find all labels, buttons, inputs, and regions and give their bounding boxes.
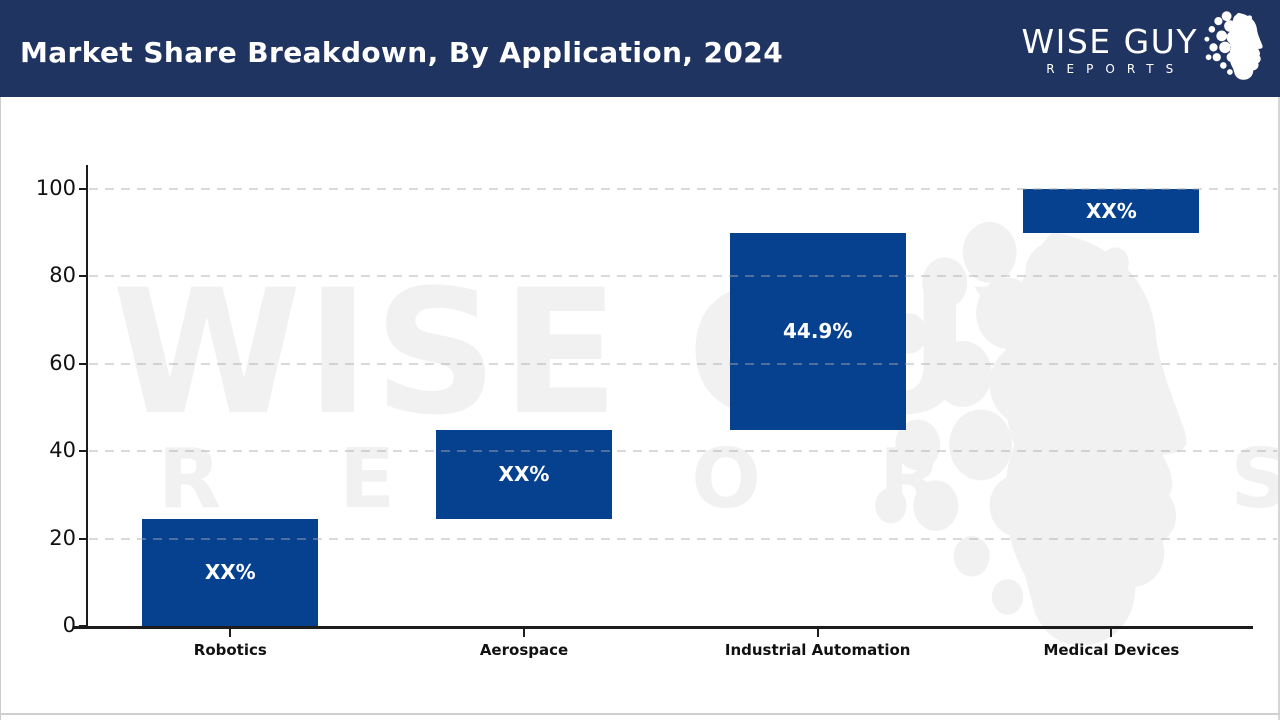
logo-wiseguy-label: WISE GUY xyxy=(1021,22,1198,61)
gridline-100 xyxy=(89,187,1277,190)
bar-robotics: XX% xyxy=(142,518,319,626)
y-tick-label-80: 80 xyxy=(49,263,76,287)
wiseguy-logo: WISE GUY REPORTS xyxy=(1021,8,1266,90)
watermark-head-icon xyxy=(868,222,1187,646)
y-tick-label-20: 20 xyxy=(49,525,76,550)
bar-aerospace: XX% xyxy=(436,429,612,519)
y-tick-60 xyxy=(79,362,87,365)
header-bar: Market Share Breakdown, By Application, … xyxy=(0,0,1280,97)
y-tick-0 xyxy=(79,625,87,627)
bar-industrial-automation: 44.9% xyxy=(729,232,906,430)
gridline-60 xyxy=(89,362,1277,365)
x-axis-line xyxy=(73,626,1253,629)
bar-value-label: XX% xyxy=(204,560,256,585)
y-tick-20 xyxy=(79,537,87,540)
logo-text: WISE GUY REPORTS xyxy=(1021,22,1198,76)
y-tick-label-0: 0 xyxy=(62,613,76,637)
y-tick-label-60: 60 xyxy=(49,350,76,375)
footer-divider xyxy=(0,713,1280,715)
gridline-40 xyxy=(89,450,1277,452)
x-tick-0 xyxy=(229,629,232,637)
category-label-industrial-automation: Industrial Automation xyxy=(724,641,911,659)
bar-value-label: 44.9% xyxy=(782,319,853,344)
category-label-aerospace: Aerospace xyxy=(479,641,569,659)
category-label-robotics: Robotics xyxy=(193,641,267,659)
bar-value-label: XX% xyxy=(1085,198,1137,223)
gridline-80 xyxy=(89,275,1277,277)
logo-reports-label: REPORTS xyxy=(1046,62,1186,76)
y-tick-100 xyxy=(79,187,87,190)
x-tick-1 xyxy=(523,629,525,637)
x-tick-2 xyxy=(816,629,819,637)
y-tick-label-100: 100 xyxy=(35,175,76,200)
x-tick-3 xyxy=(1110,629,1113,637)
y-tick-label-40: 40 xyxy=(49,438,76,462)
y-tick-40 xyxy=(79,450,87,452)
y-tick-80 xyxy=(79,275,87,277)
category-label-medical-devices: Medical Devices xyxy=(1043,641,1180,659)
bar-value-label: XX% xyxy=(498,462,550,487)
gridline-20 xyxy=(89,537,1277,540)
bar-medical-devices: XX% xyxy=(1023,188,1200,233)
y-axis-spine xyxy=(86,165,88,628)
chart-title: Market Share Breakdown, By Application, … xyxy=(20,36,784,69)
logo-head-icon xyxy=(1204,11,1263,80)
